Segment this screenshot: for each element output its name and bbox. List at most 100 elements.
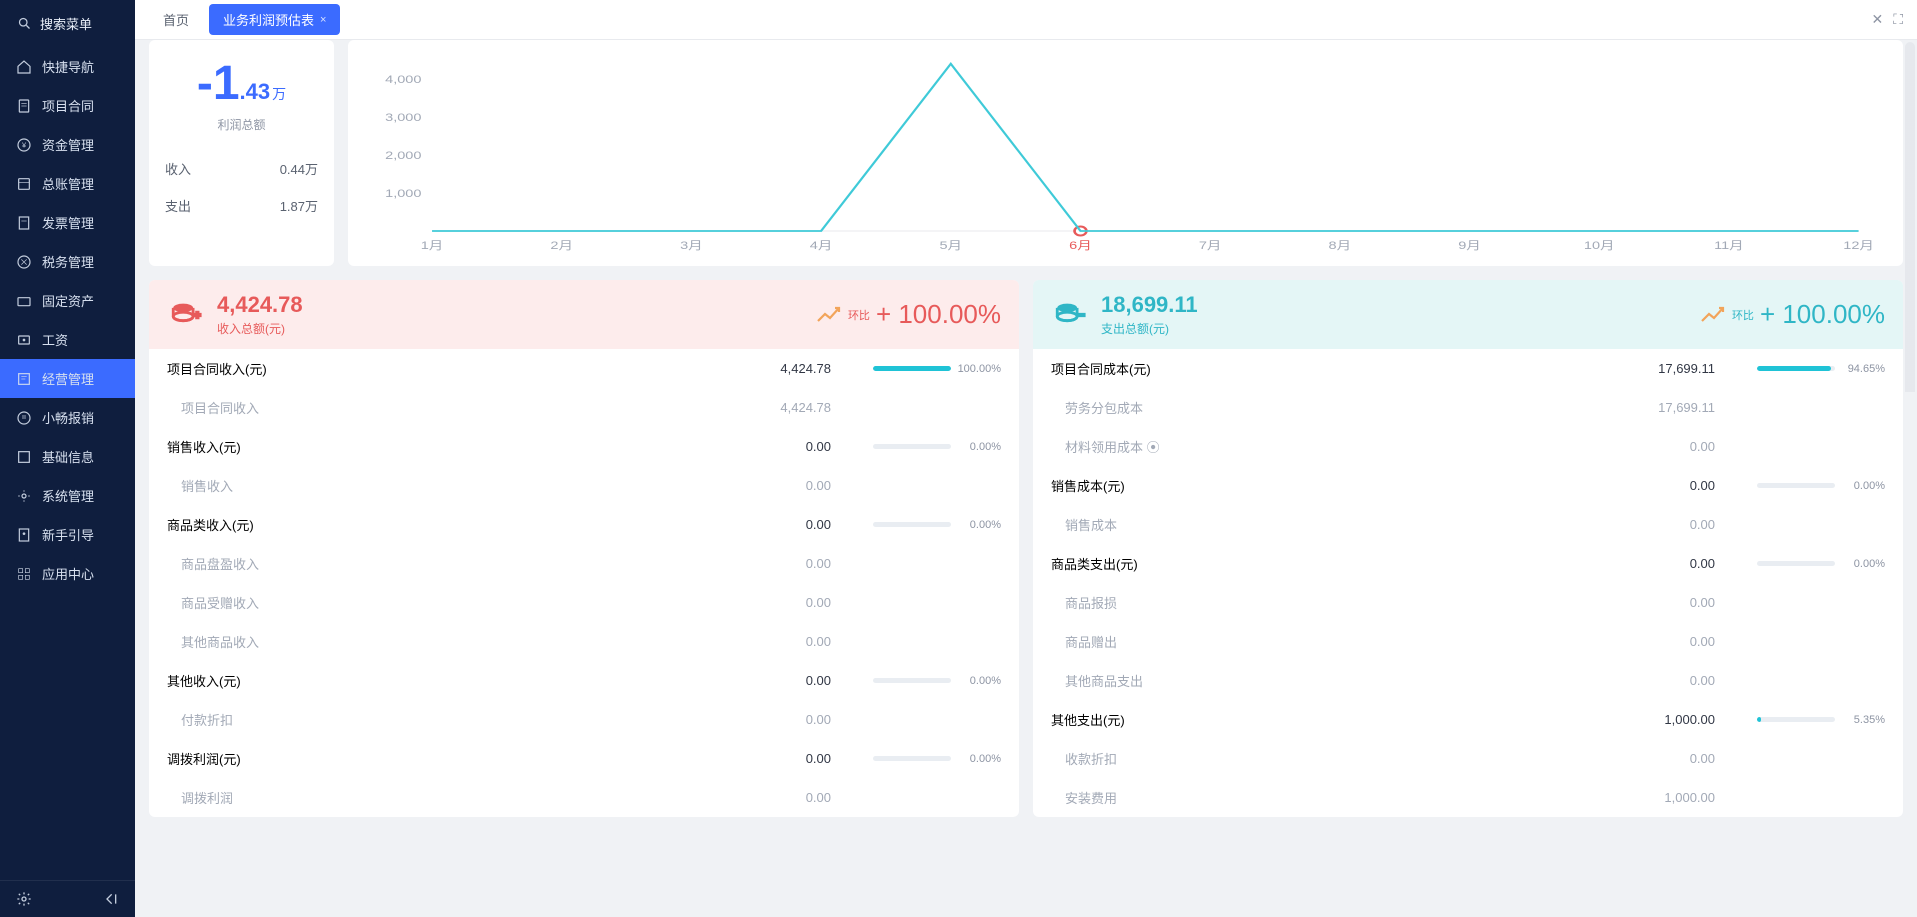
- svg-text:11月: 11月: [1714, 239, 1744, 252]
- row-pct: 94.65%: [1841, 363, 1885, 375]
- breakdown-sub-row: 销售收入0.00: [149, 466, 1019, 505]
- row-value: 0.00: [1573, 427, 1733, 466]
- income-header: 4,424.78 收入总额(元) 环比 + 100.00%: [149, 280, 1019, 349]
- sidebar-item-label: 系统管理: [42, 486, 94, 505]
- search-menu[interactable]: 搜索菜单: [0, 0, 135, 47]
- kpi-row-label: 收入: [165, 159, 191, 178]
- profit-value: -1 .43 万: [197, 60, 286, 108]
- close-all-icon[interactable]: ✕: [1871, 11, 1883, 28]
- expense-icon: [16, 410, 32, 426]
- row-pct: 5.35%: [1841, 714, 1885, 726]
- row-label: 其他商品支出: [1033, 661, 1573, 700]
- system-icon: [16, 488, 32, 504]
- sidebar-item-home[interactable]: 快捷导航: [0, 47, 135, 86]
- expense-card: 18,699.11 支出总额(元) 环比 + 100.00% 项目合: [1033, 280, 1903, 817]
- income-total-label: 收入总额(元): [217, 320, 303, 337]
- close-icon[interactable]: ×: [320, 14, 326, 26]
- kpi-row: 支出1.87万: [165, 196, 318, 215]
- row-value: 0.00: [689, 622, 849, 661]
- ledger-icon: [16, 176, 32, 192]
- row-value: 0.00: [1573, 466, 1733, 505]
- profit-dec: .43: [240, 79, 271, 105]
- row-label: 安装费用: [1033, 778, 1573, 817]
- svg-text:12月: 12月: [1843, 239, 1874, 252]
- svg-text:1,000: 1,000: [385, 187, 421, 200]
- trend-line-chart: 4,0003,0002,0001,0001月2月3月4月5月6月7月8月9月10…: [366, 50, 1885, 255]
- sidebar-item-label: 小畅报销: [42, 408, 94, 427]
- sidebar-item-invoice[interactable]: 发票管理: [0, 203, 135, 242]
- sidebar-item-apps[interactable]: 应用中心: [0, 554, 135, 593]
- kpi-row-label: 支出: [165, 196, 191, 215]
- row-value: 0.00: [689, 505, 849, 544]
- sidebar-item-biz[interactable]: 经营管理: [0, 359, 135, 398]
- kpi-row: 收入0.44万: [165, 159, 318, 178]
- tab-profit-estimate[interactable]: 业务利润预估表 ×: [209, 4, 340, 35]
- sidebar-item-salary[interactable]: 工资: [0, 320, 135, 359]
- sidebar-item-guide[interactable]: 新手引导: [0, 515, 135, 554]
- profit-summary-card: -1 .43 万 利润总额 收入0.44万支出1.87万: [149, 40, 334, 266]
- breakdown-row: 调拨利润(元)0.000.00%: [149, 739, 1019, 778]
- income-card: 4,424.78 收入总额(元) 环比 + 100.00% 项目合同: [149, 280, 1019, 817]
- svg-text:4,000: 4,000: [385, 73, 421, 86]
- svg-text:2月: 2月: [550, 239, 573, 252]
- row-label: 商品类收入(元): [149, 505, 689, 544]
- income-table: 项目合同收入(元)4,424.78100.00%项目合同收入4,424.78销售…: [149, 349, 1019, 817]
- tax-icon: [16, 254, 32, 270]
- row-label: 付款折扣: [149, 700, 689, 739]
- top-summary-row: -1 .43 万 利润总额 收入0.44万支出1.87万 4,0003,0002…: [135, 40, 1917, 280]
- breakdown-row: 其他支出(元)1,000.005.35%: [1033, 700, 1903, 739]
- sidebar-item-system[interactable]: 系统管理: [0, 476, 135, 515]
- expense-icon: [1051, 296, 1089, 334]
- sidebar-item-label: 基础信息: [42, 447, 94, 466]
- sidebar-item-info[interactable]: 基础信息: [0, 437, 135, 476]
- row-value: 0.00: [689, 661, 849, 700]
- tab-home[interactable]: 首页: [149, 4, 203, 35]
- collapse-icon[interactable]: [103, 891, 119, 907]
- row-bar: 0.00%: [849, 661, 1019, 700]
- profit-label: 利润总额: [217, 116, 265, 133]
- sidebar-item-expense[interactable]: 小畅报销: [0, 398, 135, 437]
- sidebar: 搜索菜单 快捷导航项目合同 ¥ 资金管理总账管理发票管理税务管理固定资产工资经营管理…: [0, 0, 135, 917]
- svg-text:4月: 4月: [810, 239, 833, 252]
- sidebar-item-asset[interactable]: 固定资产: [0, 281, 135, 320]
- row-label: 劳务分包成本: [1033, 388, 1573, 427]
- apps-icon: [16, 566, 32, 582]
- scrollbar[interactable]: [1905, 42, 1915, 917]
- profit-subrows: 收入0.44万支出1.87万: [165, 159, 318, 215]
- settings-icon[interactable]: [16, 891, 32, 907]
- sidebar-item-tax[interactable]: 税务管理: [0, 242, 135, 281]
- row-pct: 0.00%: [1841, 558, 1885, 570]
- row-label: 其他商品收入: [149, 622, 689, 661]
- breakdown-sub-row: 调拨利润0.00: [149, 778, 1019, 817]
- sidebar-item-money[interactable]: ¥ 资金管理: [0, 125, 135, 164]
- sidebar-item-label: 应用中心: [42, 564, 94, 583]
- row-bar: 0.00%: [849, 739, 1019, 778]
- sidebar-item-ledger[interactable]: 总账管理: [0, 164, 135, 203]
- row-bar: 0.00%: [849, 427, 1019, 466]
- trend-chart-card: 4,0003,0002,0001,0001月2月3月4月5月6月7月8月9月10…: [348, 40, 1903, 266]
- row-label: 调拨利润(元): [149, 739, 689, 778]
- money-icon: ¥: [16, 137, 32, 153]
- row-pct: 100.00%: [957, 363, 1001, 375]
- fullscreen-icon[interactable]: ⛶: [1893, 11, 1903, 28]
- svg-text:6月: 6月: [1069, 239, 1092, 252]
- row-bar: 0.00%: [1733, 466, 1903, 505]
- row-value: 1,000.00: [1573, 778, 1733, 817]
- main: 首页 业务利润预估表 × ✕ ⛶ -1 .43 万 利润总额: [135, 0, 1917, 917]
- sidebar-item-label: 快捷导航: [42, 57, 94, 76]
- sidebar-item-label: 总账管理: [42, 174, 94, 193]
- sidebar-item-label: 经营管理: [42, 369, 94, 388]
- sidebar-item-doc[interactable]: 项目合同: [0, 86, 135, 125]
- breakdown-row: 项目合同成本(元)17,699.1194.65%: [1033, 349, 1903, 388]
- page-tabs: 首页 业务利润预估表 × ✕ ⛶: [135, 0, 1917, 40]
- svg-text:1月: 1月: [421, 239, 444, 252]
- breakdown-row: 销售收入(元)0.000.00%: [149, 427, 1019, 466]
- expense-total-label: 支出总额(元): [1101, 320, 1198, 337]
- row-value: 4,424.78: [689, 388, 849, 427]
- breakdown-sub-row: 付款折扣0.00: [149, 700, 1019, 739]
- sidebar-item-label: 资金管理: [42, 135, 94, 154]
- row-label: 销售成本(元): [1033, 466, 1573, 505]
- breakdown-row: 商品类收入(元)0.000.00%: [149, 505, 1019, 544]
- svg-text:5月: 5月: [939, 239, 962, 252]
- row-label: 收款折扣: [1033, 739, 1573, 778]
